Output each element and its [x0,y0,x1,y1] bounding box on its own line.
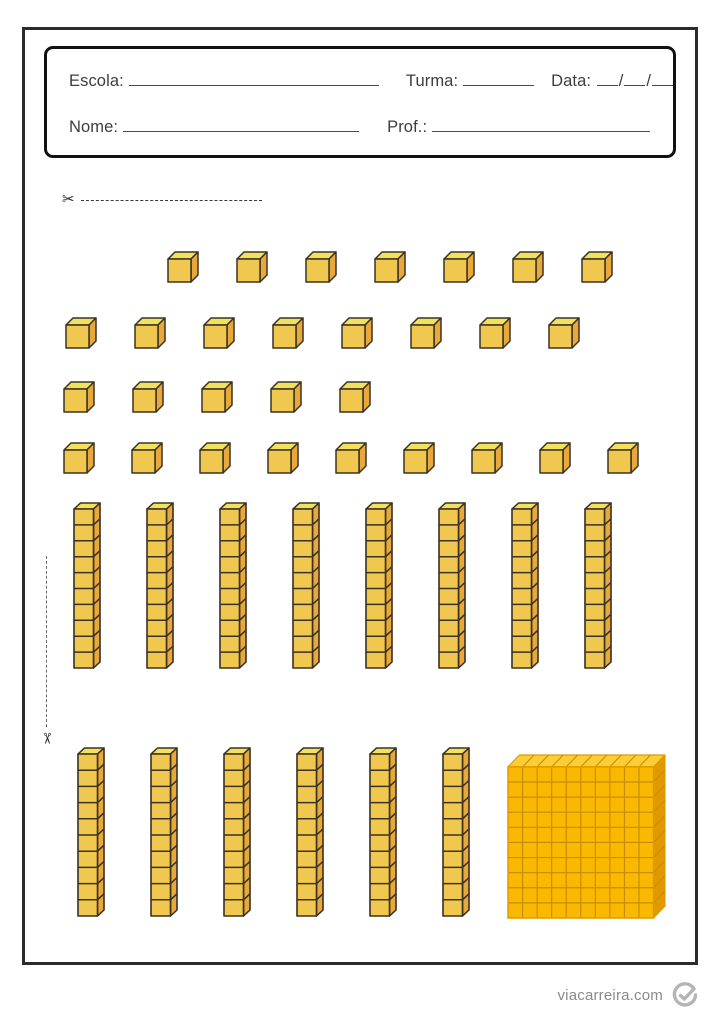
date-separator-1: / [618,72,624,90]
cubo-unidade-cube[interactable] [267,442,299,474]
barra-dezena-rod[interactable] [442,747,470,917]
data-month-slot[interactable] [624,71,646,86]
barra-dezena-rod[interactable] [223,747,251,917]
cubo-unidade-cube[interactable] [203,317,235,349]
header-row-top: Escola: Turma: Data: / / [47,71,674,91]
dashed-rule [80,199,262,201]
turma-label: Turma: [405,72,459,90]
vertical-cut-line: ✂ [34,556,58,746]
cubo-unidade-cube[interactable] [270,381,302,413]
cubo-unidade-cube[interactable] [471,442,503,474]
date-separator-2: / [646,72,651,90]
barra-dezena-rod[interactable] [292,502,320,669]
cubo-unidade-cube[interactable] [410,317,442,349]
cubo-unidade-cube[interactable] [199,442,231,474]
header-row-bottom: Nome: Prof.: [47,117,673,137]
cubo-unidade-cube[interactable] [65,317,97,349]
scissors-icon: ✂ [37,732,55,745]
cubo-unidade-cube[interactable] [201,381,233,413]
barra-dezena-rod[interactable] [511,502,539,669]
cubo-unidade-cube[interactable] [479,317,511,349]
student-identification-box: Escola: Turma: Data: / / Nome: Prof.: [44,46,676,158]
cubo-unidade-cube[interactable] [403,442,435,474]
barra-dezena-rod[interactable] [73,502,101,669]
escola-label: Escola: [69,72,124,90]
cubo-unidade-cube[interactable] [512,251,544,283]
barra-dezena-rod[interactable] [438,502,466,669]
cubo-unidade-cube[interactable] [132,381,164,413]
barra-dezena-rod[interactable] [369,747,397,917]
cubo-unidade-cube[interactable] [305,251,337,283]
cubo-unidade-cube[interactable] [339,381,371,413]
cubo-unidade-cube[interactable] [607,442,639,474]
scissors-icon: ✂ [62,190,75,208]
data-year-slot[interactable] [652,71,674,86]
prof-input-rule[interactable] [432,117,651,132]
nome-label: Nome: [69,118,119,136]
cubo-unidade-cube[interactable] [63,442,95,474]
barra-dezena-rod[interactable] [150,747,178,917]
barra-dezena-rod[interactable] [296,747,324,917]
cubo-unidade-cube[interactable] [539,442,571,474]
barra-dezena-rod[interactable] [584,502,612,669]
cubo-unidade-cube[interactable] [581,251,613,283]
prof-label: Prof.: [387,118,428,136]
check-circle-icon [672,982,698,1007]
footer: viacarreira.com [0,982,724,1008]
cubo-unidade-cube[interactable] [374,251,406,283]
cubo-unidade-cube[interactable] [341,317,373,349]
dashed-rule [45,556,47,727]
barra-dezena-rod[interactable] [77,747,105,917]
cubo-unidade-cube[interactable] [443,251,475,283]
data-day-slot[interactable] [596,71,618,86]
placa-centena-flat[interactable] [507,754,666,919]
cubo-unidade-cube[interactable] [134,317,166,349]
horizontal-cut-line: ✂ [62,188,262,210]
cubo-unidade-cube[interactable] [236,251,268,283]
cubo-unidade-cube[interactable] [131,442,163,474]
site-credit-text: viacarreira.com [557,986,663,1004]
cubo-unidade-cube[interactable] [63,381,95,413]
cubo-unidade-cube[interactable] [335,442,367,474]
barra-dezena-rod[interactable] [146,502,174,669]
nome-input-rule[interactable] [123,117,360,132]
barra-dezena-rod[interactable] [219,502,247,669]
turma-input-rule[interactable] [463,71,534,86]
escola-input-rule[interactable] [128,71,380,86]
data-label: Data: [551,72,592,90]
cubo-unidade-cube[interactable] [548,317,580,349]
barra-dezena-rod[interactable] [365,502,393,669]
cubo-unidade-cube[interactable] [272,317,304,349]
cubo-unidade-cube[interactable] [167,251,199,283]
